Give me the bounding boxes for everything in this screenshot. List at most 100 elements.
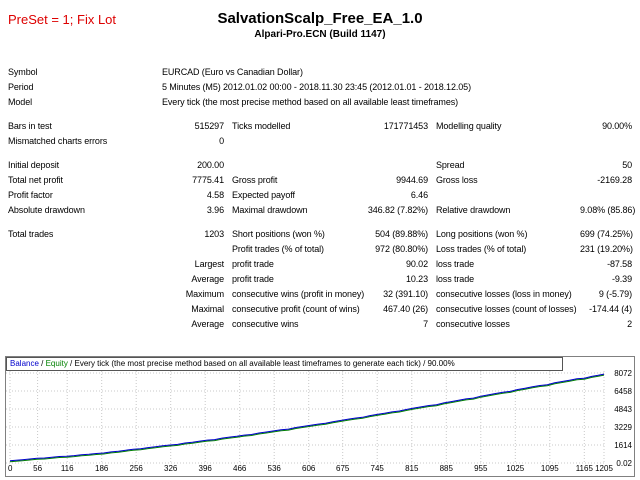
report-cell: Modelling quality <box>436 120 502 131</box>
x-axis-label: 56 <box>33 464 42 473</box>
report-cell: Relative drawdown <box>436 204 511 215</box>
report-row: Bars in test 515297 Ticks modelled 17177145… <box>8 118 632 133</box>
report-row: Total trades 1203 Short positions (won %) 5… <box>8 226 633 241</box>
legend-info-text: / Every tick (the most precise method ba… <box>67 359 455 368</box>
report-cell: 0 <box>219 135 224 146</box>
report-cell: Gross profit <box>232 174 278 185</box>
report-cell: consecutive losses (count of losses) <box>436 303 577 314</box>
report-cell: Every tick (the most precise method base… <box>162 96 459 107</box>
report-cell: 10.23 <box>405 273 428 284</box>
x-axis-label: 815 <box>405 464 419 473</box>
report-row: Absolute drawdown 3.96 Maximal drawdown 346… <box>8 202 636 217</box>
report-cell: Total net profit <box>8 174 63 185</box>
x-axis-label: 955 <box>474 464 488 473</box>
x-axis-label: 1205 <box>595 464 613 473</box>
report-cell: Maximal <box>191 303 224 314</box>
x-axis-label: 675 <box>336 464 350 473</box>
report-cell: 7775.41 <box>192 174 224 185</box>
report-table: Symbol EURCAD (Euro vs Canadian Dollar) Pe… <box>8 64 636 331</box>
x-axis-label: 536 <box>268 464 282 473</box>
report-row: Initial deposit 200.00 Spread 50 <box>8 157 632 172</box>
report-cell: -174.44 (4) <box>589 303 632 314</box>
report-cell: 699 (74.25%) <box>580 228 633 239</box>
report-row: Total net profit 7775.41 Gross profit 9944.… <box>8 172 632 187</box>
report-cell: 9.08% (85.86) <box>580 204 636 215</box>
x-axis-label: 885 <box>440 464 454 473</box>
report-cell: Average <box>191 273 224 284</box>
x-axis-label: 1095 <box>541 464 559 473</box>
report-cell: 515297 <box>194 120 225 131</box>
report-cell: 171771453 <box>383 120 428 131</box>
report-cell: Expected payoff <box>232 189 295 200</box>
report-row: Maximum consecutive wins (profit in money… <box>8 286 632 301</box>
report-cell: consecutive wins (profit in money) <box>232 288 365 299</box>
x-axis-label: 606 <box>302 464 316 473</box>
report-cell: Total trades <box>8 228 54 239</box>
report-cell: Ticks modelled <box>232 120 291 131</box>
report-cell: Short positions (won %) <box>232 228 325 239</box>
balance-line <box>9 373 605 462</box>
report-cell: Profit factor <box>8 189 53 200</box>
report-cell: consecutive wins <box>232 318 299 329</box>
report-row: Largest profit trade 90.02 loss trade -87.58 <box>8 256 632 271</box>
report-cell: Largest <box>194 258 224 269</box>
x-axis-label: 396 <box>199 464 213 473</box>
balance-plot: 0 56 116 186 256 326 396 466 536 606 675 745 815 885 9… <box>6 369 633 473</box>
report-cell: profit trade <box>232 258 274 269</box>
balance-chart: 0 56 116 186 256 326 396 466 536 606 675 745 815 885 9… <box>5 356 635 477</box>
report-cell: 200.00 <box>197 159 224 170</box>
report-cell: Bars in test <box>8 120 52 131</box>
report-cell: consecutive losses (loss in money) <box>436 288 572 299</box>
report-cell: Period <box>8 81 34 92</box>
report-cell: 9 (-5.79) <box>598 288 632 299</box>
report-cell: -9.39 <box>611 273 632 284</box>
report-cell: Initial deposit <box>8 159 60 170</box>
report-cell: Loss trades (% of total) <box>436 243 527 254</box>
report-title: SalvationScalp_Free_EA_1.0 <box>217 10 423 27</box>
y-axis-label: 0.02 <box>616 459 632 468</box>
report-cell: Absolute drawdown <box>8 204 85 215</box>
report-cell: Model <box>8 96 33 107</box>
report-row: Symbol EURCAD (Euro vs Canadian Dollar) <box>8 64 632 79</box>
report-cell: Long positions (won %) <box>436 228 528 239</box>
report-row: Period 5 Minutes (M5) 2012.01.02 00:00 - … <box>8 79 632 94</box>
report-subtitle: Alpari-Pro.ECN (Build 1147) <box>254 29 386 40</box>
report-cell: 50 <box>622 159 632 170</box>
x-axis-label: 326 <box>164 464 178 473</box>
report-cell: Gross loss <box>436 174 478 185</box>
y-axis-label: 3229 <box>614 423 632 432</box>
report-cell: 4.58 <box>206 189 224 200</box>
report-cell: loss trade <box>436 258 475 269</box>
x-axis-label: 116 <box>61 464 74 473</box>
report-cell: consecutive losses <box>436 318 510 329</box>
report-row: Model Every tick (the most precise method… <box>8 94 632 109</box>
report-cell: -2169.28 <box>597 174 632 185</box>
preset-label: PreSet = 1; Fix Lot <box>8 12 117 27</box>
report-cell: 504 (89.88%) <box>375 228 428 239</box>
report-cell: Maximal drawdown <box>232 204 308 215</box>
report-cell: 90.00% <box>602 120 632 131</box>
x-axis-label: 256 <box>130 464 144 473</box>
report-row: Profit trades (% of total) 972 (80.80%) Lo… <box>8 241 633 256</box>
report-header: PreSet = 1; Fix Lot SalvationScalp_Free_… <box>0 0 640 52</box>
y-axis-label: 8072 <box>614 369 632 378</box>
report-cell: 1203 <box>204 228 224 239</box>
legend-separator: / <box>38 359 46 368</box>
report-row: Average profit trade 10.23 loss trade -9.39 <box>8 271 632 286</box>
report-cell: Profit trades (% of total) <box>232 243 324 254</box>
x-axis-label: 186 <box>95 464 109 473</box>
y-axis-label: 6458 <box>614 387 632 396</box>
legend-balance-label: Balance <box>10 359 39 368</box>
report-cell: profit trade <box>232 273 274 284</box>
report-cell: 9944.69 <box>396 174 428 185</box>
x-axis-label: 745 <box>371 464 385 473</box>
report-cell: Spread <box>436 159 465 170</box>
report-cell: EURCAD (Euro vs Canadian Dollar) <box>162 66 303 77</box>
report-row: Average consecutive wins 7 consecutive loss… <box>8 316 632 331</box>
report-row: Maximal consecutive profit (count of wins… <box>8 301 632 316</box>
report-cell: -87.58 <box>607 258 632 269</box>
equity-line <box>9 374 605 463</box>
report-cell: 346.82 (7.82%) <box>367 204 428 215</box>
x-axis-label: 1025 <box>506 464 524 473</box>
report-row: Mismatched charts errors 0 <box>8 133 632 148</box>
